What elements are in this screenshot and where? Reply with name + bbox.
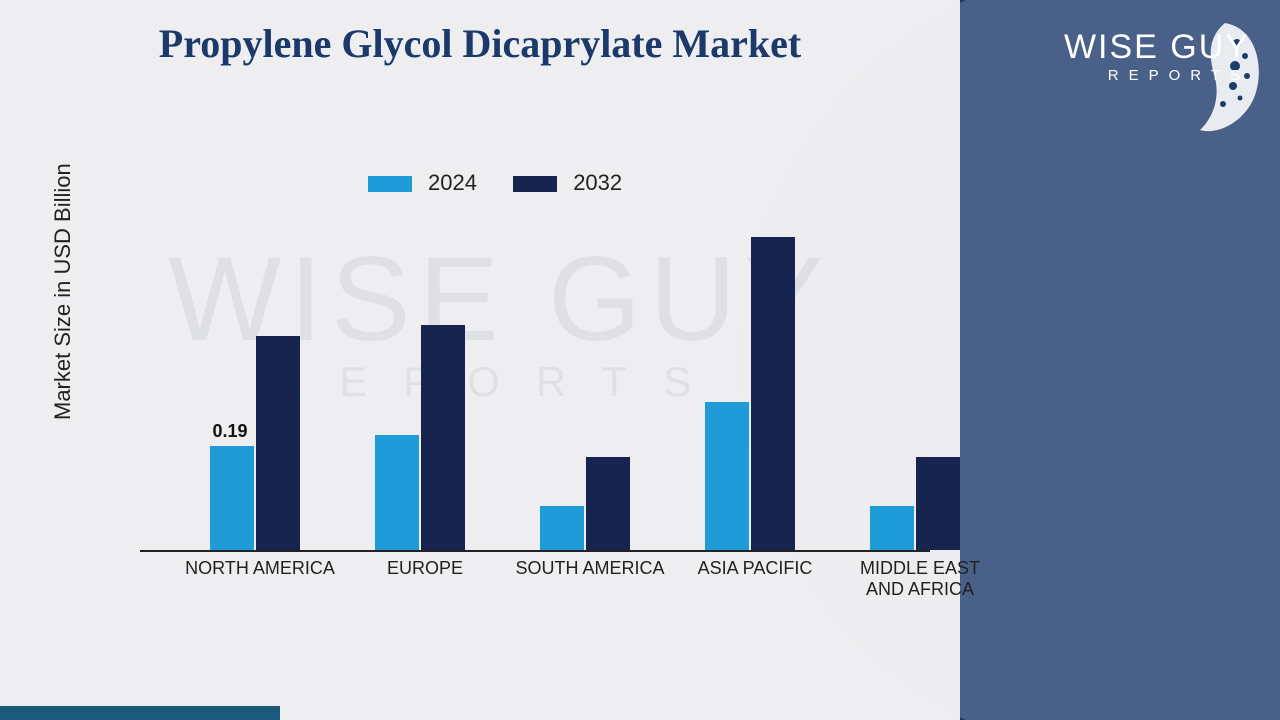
brand-line1: WISE GUY <box>1064 30 1250 64</box>
plot-area: NORTH AMERICA0.19EUROPESOUTH AMERICAASIA… <box>140 220 930 552</box>
bar-2032 <box>421 325 465 551</box>
bar-2024 <box>375 435 419 551</box>
category-label: MIDDLE EAST AND AFRICA <box>840 550 1000 599</box>
brand-logo-text: WISE GUY REPORTS <box>1064 30 1250 83</box>
y-axis-label: Market Size in USD Billion <box>50 163 76 420</box>
brand-line2: REPORTS <box>1064 68 1250 83</box>
category-label: EUROPE <box>345 550 505 579</box>
bar-2024 <box>870 506 914 550</box>
bar-2024 <box>540 506 584 550</box>
bar-2024 <box>705 402 749 551</box>
chart-area: Market Size in USD Billion NORTH AMERICA… <box>60 160 960 680</box>
value-label: 0.19 <box>190 421 270 442</box>
category-label: ASIA PACIFIC <box>675 550 835 579</box>
bar-2032 <box>916 457 960 551</box>
chart-title: Propylene Glycol Dicaprylate Market <box>0 20 960 67</box>
bar-2032 <box>751 237 795 551</box>
bar-2032 <box>586 457 630 551</box>
category-label: NORTH AMERICA <box>180 550 340 579</box>
chart-stage: WISE GUY REPORTS WISE GUY REPORTS Propyl… <box>0 0 1280 720</box>
bar-2024 <box>210 446 254 551</box>
footer-accent-bar <box>0 706 280 720</box>
category-label: SOUTH AMERICA <box>510 550 670 579</box>
bar-2032 <box>256 336 300 551</box>
